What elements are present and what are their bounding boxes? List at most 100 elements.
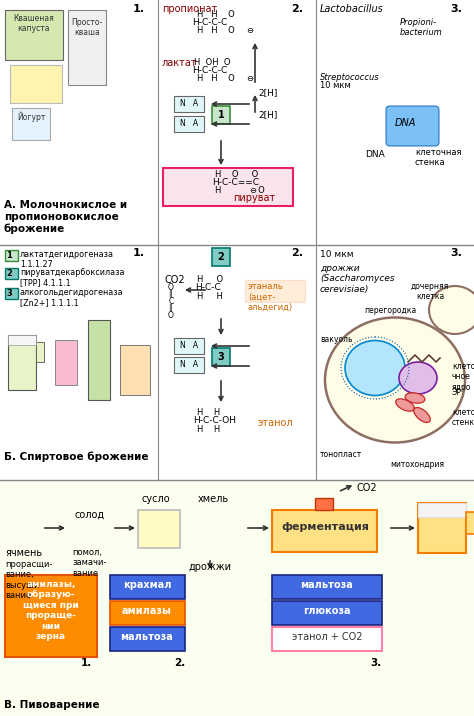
Text: H     H: H H: [197, 292, 223, 301]
Circle shape: [83, 533, 92, 543]
Text: 2.: 2.: [291, 248, 303, 258]
Text: 3.: 3.: [450, 248, 462, 258]
Text: дочерняя
клетка: дочерняя клетка: [411, 282, 449, 301]
Text: этанол: этанол: [258, 418, 293, 428]
Text: Квашеная
капуста: Квашеная капуста: [14, 14, 55, 34]
Text: А. Молочнокислое и
пропионовокислое
брожение: А. Молочнокислое и пропионовокислое брож…: [4, 200, 127, 234]
Ellipse shape: [405, 393, 425, 403]
Text: N   A: N A: [180, 99, 198, 108]
Text: 2: 2: [218, 252, 224, 262]
Text: H-C-C-OH: H-C-C-OH: [193, 416, 236, 425]
Text: H-C-C-C: H-C-C-C: [192, 18, 227, 27]
Text: лактатдегидрогеназа
1.1.1.27: лактатдегидрогеназа 1.1.1.27: [20, 250, 114, 269]
Text: 2[H]: 2[H]: [258, 88, 277, 97]
Text: глюкоза: глюкоза: [303, 606, 351, 616]
Text: мальтоза: мальтоза: [120, 632, 173, 642]
Text: H    H: H H: [197, 408, 220, 417]
Circle shape: [382, 240, 418, 276]
Text: этанол + CO2: этанол + CO2: [292, 632, 362, 642]
Ellipse shape: [360, 24, 374, 32]
Text: O: O: [168, 311, 174, 320]
Bar: [5, 288, 18, 299]
Text: хмель: хмель: [198, 494, 229, 504]
Text: ⊖: ⊖: [246, 26, 253, 35]
Text: 3.: 3.: [450, 4, 462, 14]
Text: ||: ||: [169, 304, 173, 311]
Circle shape: [369, 57, 379, 67]
Ellipse shape: [376, 24, 390, 32]
Ellipse shape: [414, 407, 430, 422]
Bar: [212, 248, 230, 266]
Bar: [272, 601, 382, 625]
Text: 1: 1: [6, 251, 12, 260]
Text: DNA: DNA: [395, 118, 416, 128]
Text: H  OH  O: H OH O: [194, 58, 230, 67]
Text: клето-
чное
ядро: клето- чное ядро: [452, 362, 474, 392]
Bar: [12, 108, 50, 140]
Ellipse shape: [272, 500, 376, 520]
Text: пируватдекарбоксилаза
[ТРР] 4.1.1.1: пируватдекарбоксилаза [ТРР] 4.1.1.1: [20, 268, 125, 287]
Text: прорасщи-
вание,
высуши-
вание: прорасщи- вание, высуши- вание: [5, 560, 52, 600]
Bar: [5, 575, 97, 657]
Text: C: C: [168, 297, 173, 306]
Circle shape: [214, 544, 222, 552]
Text: N   A: N A: [180, 360, 198, 369]
Bar: [5, 268, 18, 279]
Text: Propioni-
bacterium: Propioni- bacterium: [400, 18, 443, 37]
Bar: [110, 601, 185, 625]
Text: H    O     O: H O O: [215, 170, 258, 179]
Ellipse shape: [429, 286, 474, 334]
Circle shape: [201, 536, 209, 544]
Ellipse shape: [215, 515, 228, 525]
Bar: [212, 106, 230, 124]
Circle shape: [93, 533, 102, 543]
Text: митохондрия: митохондрия: [390, 460, 444, 469]
Text: клеточная
стенка: клеточная стенка: [415, 148, 462, 168]
Text: дрожжи: дрожжи: [189, 562, 231, 572]
Bar: [68, 10, 106, 85]
Text: H-C-C: H-C-C: [195, 283, 221, 292]
Bar: [8, 335, 36, 390]
Text: H              O: H O: [215, 186, 265, 195]
Text: ферментация: ферментация: [281, 522, 369, 532]
Circle shape: [437, 272, 473, 308]
Bar: [0, 480, 474, 716]
Bar: [418, 503, 466, 553]
Ellipse shape: [328, 24, 342, 32]
Text: Streptococcus: Streptococcus: [320, 73, 380, 82]
Text: мальтоза: мальтоза: [301, 580, 354, 590]
Text: амилазы,
образую-
щиеся при
прораще-
нии
зерна: амилазы, образую- щиеся при прораще- нии…: [23, 580, 79, 641]
Text: H-C-C==C: H-C-C==C: [212, 178, 259, 187]
Bar: [110, 575, 185, 599]
Text: O: O: [168, 283, 174, 292]
Bar: [55, 340, 77, 385]
Ellipse shape: [198, 526, 212, 535]
Text: ⊖: ⊖: [249, 186, 256, 195]
Text: H-C-C-C: H-C-C-C: [192, 66, 227, 75]
Circle shape: [343, 248, 387, 292]
Ellipse shape: [399, 362, 437, 394]
Circle shape: [93, 523, 102, 533]
Text: вакуоль: вакуоль: [320, 335, 353, 344]
Text: H   H    O: H H O: [197, 74, 235, 83]
Text: 1: 1: [218, 110, 224, 120]
Text: Б. Спиртовое брожение: Б. Спиртовое брожение: [4, 452, 148, 463]
Bar: [10, 65, 62, 103]
Text: H   H    O: H H O: [197, 10, 235, 19]
Bar: [418, 503, 466, 517]
Bar: [36, 342, 44, 362]
Circle shape: [204, 546, 212, 554]
Bar: [315, 498, 333, 510]
Bar: [272, 627, 382, 651]
Circle shape: [380, 57, 390, 67]
Text: тонопласт: тонопласт: [320, 450, 362, 459]
Text: лактат: лактат: [162, 58, 198, 68]
Text: пируват: пируват: [233, 193, 275, 203]
Circle shape: [347, 57, 357, 67]
Text: ⊖: ⊖: [246, 74, 253, 83]
Text: 3: 3: [218, 352, 224, 362]
Circle shape: [415, 252, 455, 292]
Bar: [212, 348, 230, 366]
Text: CO2: CO2: [165, 275, 186, 285]
Bar: [174, 338, 204, 354]
